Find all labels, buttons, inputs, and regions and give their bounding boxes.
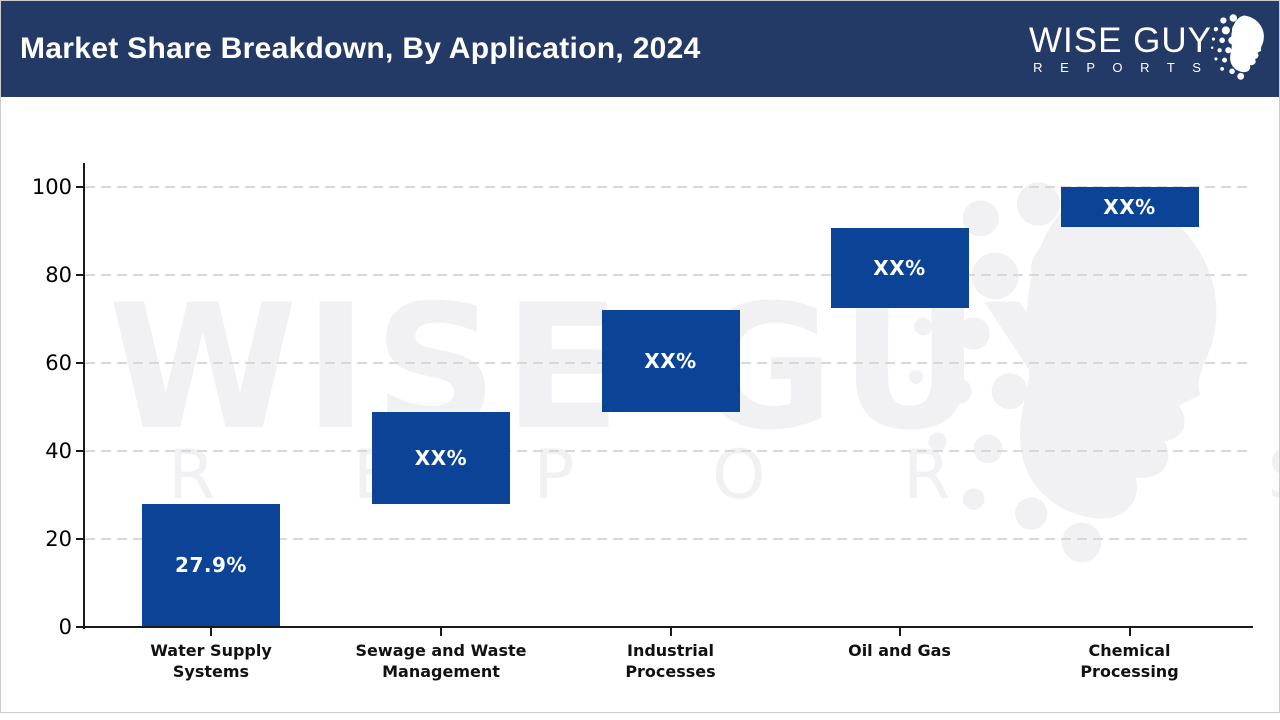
- x-axis-tick: [440, 628, 442, 636]
- bar-value-label: XX%: [873, 256, 926, 281]
- logo-wiseguy-text: WISE GUY: [1028, 21, 1212, 60]
- y-axis-tick: [76, 537, 85, 540]
- bar-segment: XX%: [1060, 187, 1199, 227]
- y-axis-tick: [76, 449, 85, 452]
- chart-title: Market Share Breakdown, By Application, …: [20, 31, 701, 65]
- x-category-label: Chemical Processing: [1080, 641, 1179, 681]
- y-tick-label: 60: [45, 350, 72, 375]
- bar-segment: XX%: [601, 309, 740, 412]
- bar-value-label: 27.9%: [175, 553, 247, 578]
- y-tick-label: 80: [45, 262, 72, 287]
- x-category-label: Industrial Processes: [625, 641, 716, 681]
- logo-reports-text: R E P O R T S: [1033, 60, 1208, 75]
- bar-value-label: XX%: [1103, 194, 1156, 219]
- y-axis-line: [83, 163, 85, 629]
- logo-text: WISE GUY R E P O R T S: [1029, 23, 1212, 75]
- x-axis-tick: [898, 628, 901, 636]
- bar-segment: XX%: [830, 228, 969, 308]
- header-bar: Market Share Breakdown, By Application, …: [0, 0, 1280, 97]
- x-category-label: Water Supply Systems: [150, 641, 272, 681]
- logo-face-icon: [1210, 14, 1264, 80]
- bar-value-label: XX%: [414, 445, 468, 470]
- y-tick-label: 20: [45, 526, 72, 551]
- bar-value-label: XX%: [644, 348, 697, 373]
- bar-segment: 27.9%: [142, 503, 280, 627]
- x-axis-tick: [210, 628, 212, 636]
- gridline: [85, 186, 1253, 188]
- x-axis-line: [83, 625, 1253, 628]
- x-axis-tick: [1128, 628, 1131, 636]
- y-tick-label: 40: [45, 438, 72, 463]
- bar-segment: XX%: [372, 412, 510, 504]
- y-axis-tick: [76, 273, 85, 276]
- gridline: [85, 449, 1253, 452]
- gridline: [85, 537, 1253, 540]
- x-category-label: Oil and Gas: [848, 641, 951, 660]
- y-tick-label: 100: [31, 175, 72, 199]
- y-tick-label: 0: [58, 614, 72, 639]
- y-axis-tick: [76, 186, 85, 188]
- wise-guy-reports-logo: WISE GUY R E P O R T S: [1018, 6, 1268, 92]
- y-axis-tick: [76, 625, 85, 628]
- x-category-label: Sewage and Waste Management: [355, 641, 527, 681]
- x-axis-tick: [669, 628, 672, 636]
- gridline: [85, 273, 1253, 276]
- y-axis-tick: [76, 361, 85, 364]
